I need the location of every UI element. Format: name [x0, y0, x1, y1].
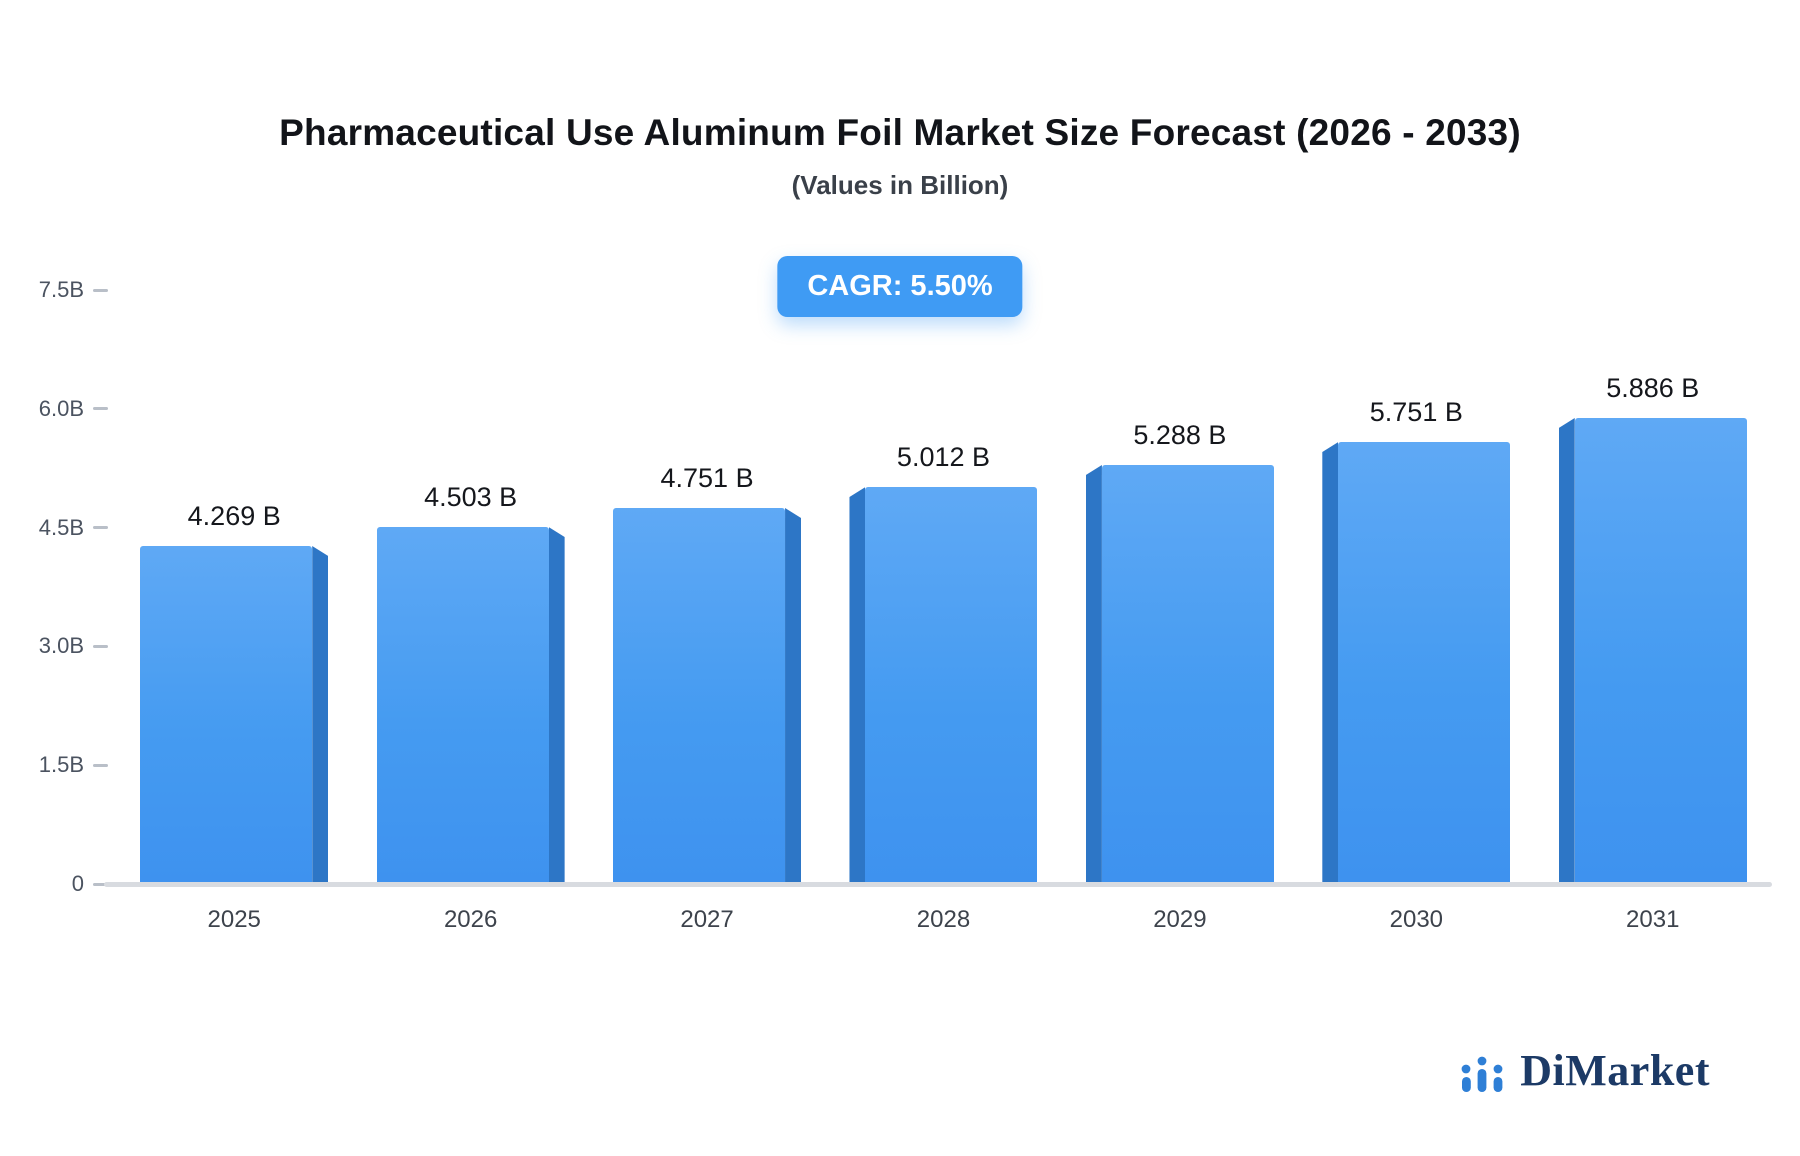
y-axis: 7.5B 6.0B 4.5B 3.0B 1.5B 0 [0, 277, 108, 896]
bar-slot-2031: 5.886 B 2031 [1535, 290, 1771, 933]
y-tick-0: 0 [72, 871, 108, 897]
bar-2028[interactable]: 5.012 B [849, 442, 1038, 884]
bar-value-label: 5.886 B [1606, 373, 1700, 403]
bar-face [1574, 418, 1747, 884]
bar-face [865, 487, 1038, 884]
bar-face [140, 546, 313, 884]
bar-side-face [312, 546, 329, 884]
y-tick-label: 3.0B [38, 633, 84, 659]
bar-2029[interactable]: 5.288 B [1085, 420, 1274, 884]
bar-2025[interactable]: 4.269 B [140, 501, 329, 884]
bar-side-face [849, 487, 866, 884]
bar-slot-2030: 5.751 B 2030 [1298, 290, 1534, 933]
x-axis-line [104, 882, 1772, 887]
dimarket-logo: DiMarket [1456, 1044, 1710, 1096]
y-tick-mark [93, 763, 108, 767]
y-tick-3.0B: 3.0B [39, 633, 108, 659]
x-tick-label-2028: 2028 [916, 906, 971, 933]
x-tick-label-2030: 2030 [1389, 906, 1444, 933]
bar-side-face [1558, 418, 1575, 884]
y-tick-mark [93, 644, 108, 648]
y-tick-label: 4.5B [38, 514, 84, 540]
y-tick-label: 7.5B [38, 277, 84, 302]
bar-side-face [785, 508, 802, 884]
bar-face [1338, 442, 1511, 884]
y-tick-1.5B: 1.5B [39, 752, 108, 778]
bar-2027[interactable]: 4.751 B [613, 463, 802, 884]
y-tick-mark [93, 407, 108, 411]
bar-face [613, 508, 786, 884]
x-tick-label-2029: 2029 [1153, 906, 1207, 933]
bar-2030[interactable]: 5.751 B [1322, 397, 1511, 884]
dimarket-wordmark: DiMarket [1520, 1045, 1710, 1095]
chart-subtitle: (Values in Billion) [791, 170, 1009, 200]
x-tick-label-2026: 2026 [443, 906, 498, 933]
y-tick-label: 1.5B [38, 752, 84, 778]
y-tick-label: 6.0B [38, 395, 84, 421]
bar-slot-2026: 4.503 B 2026 [352, 290, 588, 933]
chart-title: Pharmaceutical Use Aluminum Foil Market … [279, 112, 1521, 153]
bar-chart-icon [1461, 1056, 1503, 1092]
bar-side-face [548, 527, 565, 884]
bar-slot-2027: 4.751 B 2027 [589, 290, 825, 933]
y-tick-6.0B: 6.0B [39, 396, 108, 422]
bar-slot-2028: 5.012 B 2028 [825, 290, 1061, 933]
bars-area: 4.269 B 2025 4.503 B 2026 4.751 B 2027 5.012 B… [116, 290, 1771, 933]
x-tick-label-2025: 2025 [207, 906, 261, 933]
bar-2026[interactable]: 4.503 B [376, 482, 565, 884]
bar-value-label: 4.751 B [660, 463, 754, 493]
bar-value-label: 4.269 B [187, 501, 281, 531]
y-tick-7.5B: 7.5B [39, 277, 108, 303]
x-tick-label-2027: 2027 [680, 906, 734, 933]
x-tick-label-2031: 2031 [1626, 906, 1680, 933]
y-tick-mark [93, 882, 108, 886]
bar-value-label: 4.503 B [424, 482, 518, 512]
bar-face [376, 527, 549, 884]
y-tick-label: 0 [71, 871, 84, 896]
bar-slot-2025: 4.269 B 2025 [116, 290, 352, 933]
bar-value-label: 5.751 B [1369, 397, 1463, 427]
bar-slot-2029: 5.288 B 2029 [1062, 290, 1298, 933]
bar-value-label: 5.012 B [896, 442, 991, 472]
bar-2031[interactable]: 5.886 B [1558, 373, 1747, 884]
bar-side-face [1322, 442, 1339, 884]
bar-face [1101, 465, 1274, 884]
cagr-badge: CAGR: 5.50% [777, 256, 1023, 317]
y-tick-mark [93, 526, 108, 530]
bar-side-face [1085, 465, 1102, 884]
bar-value-label: 5.288 B [1133, 420, 1227, 450]
y-tick-4.5B: 4.5B [39, 515, 108, 541]
y-tick-mark [93, 288, 108, 292]
